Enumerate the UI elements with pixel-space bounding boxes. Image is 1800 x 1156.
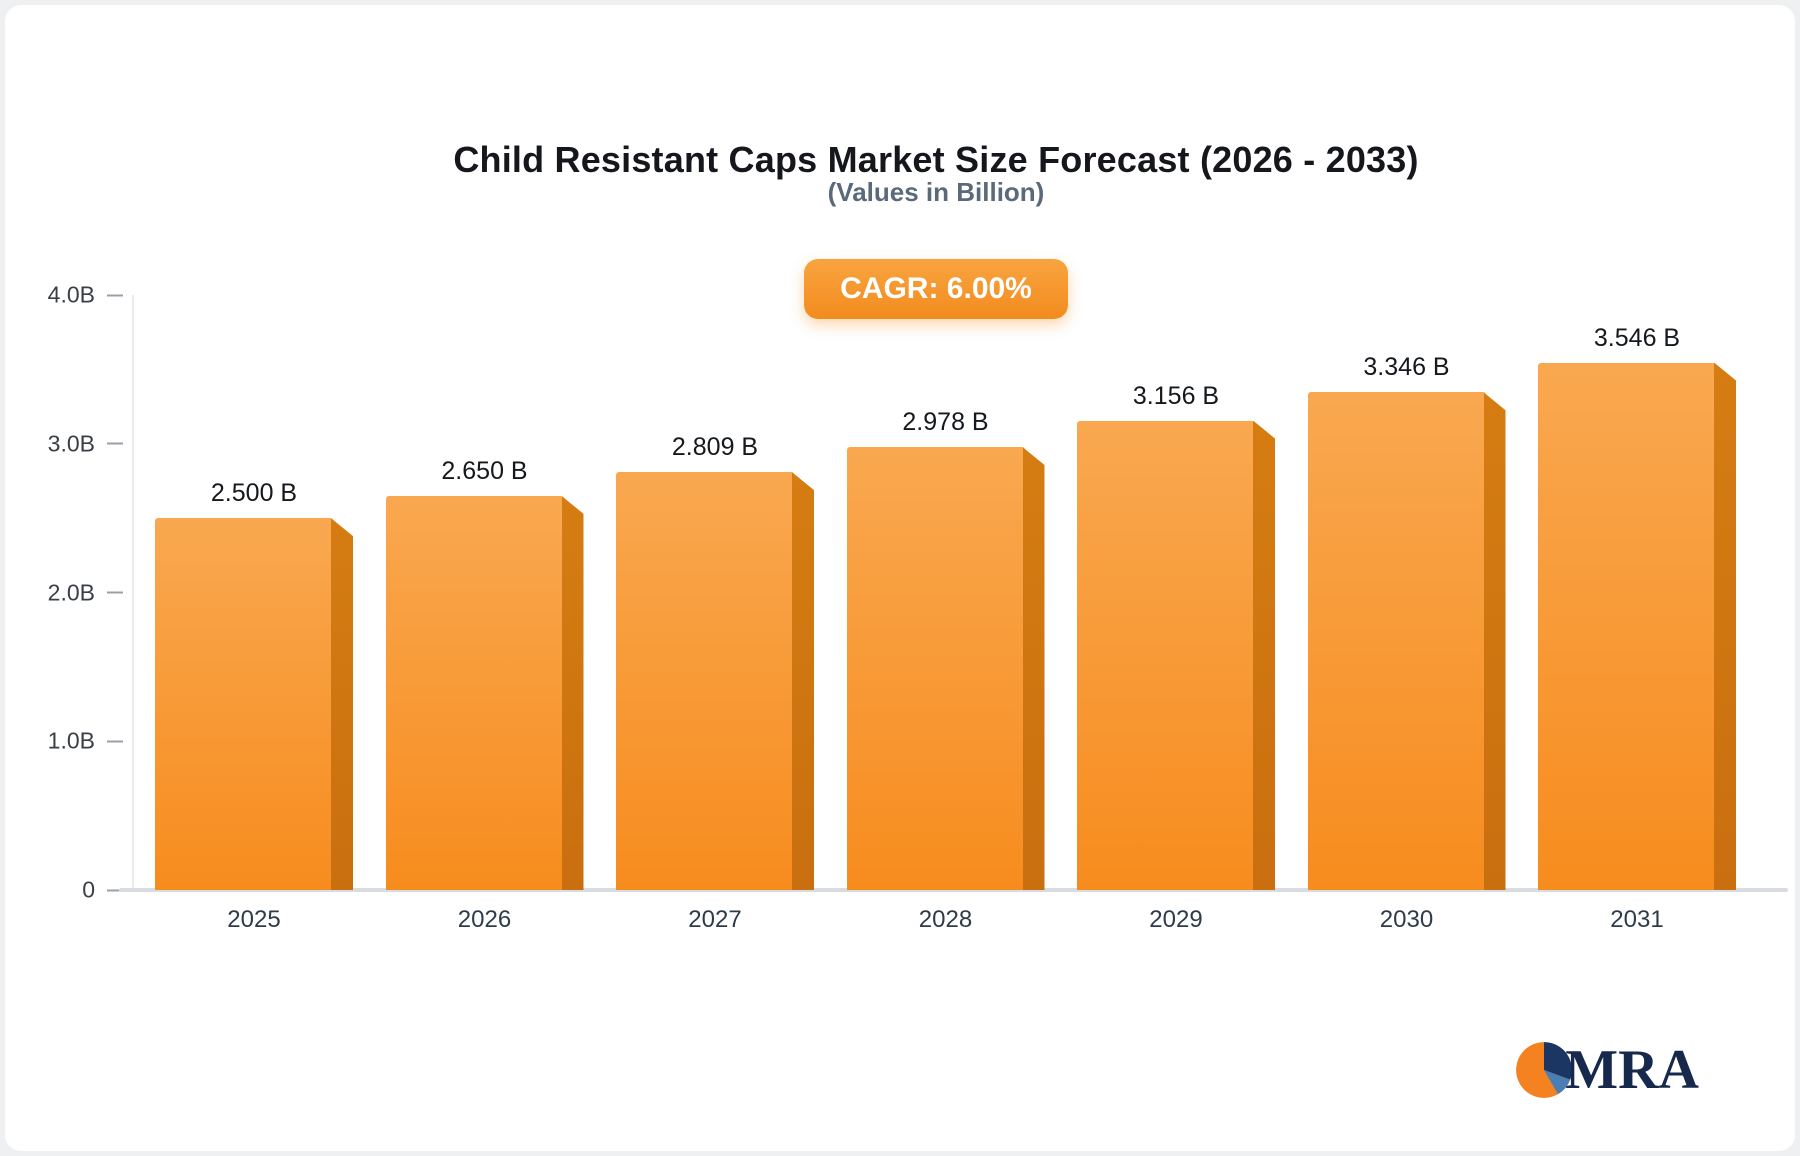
bar-group-2030: 3.346 B 2030	[1292, 295, 1522, 933]
bar-side-shadow	[792, 472, 814, 890]
y-tick: 4.0B	[48, 282, 123, 309]
bar-value-label: 3.156 B	[1132, 381, 1220, 410]
bar-2028	[846, 447, 1045, 890]
bar-group-2031: 3.546 B 2031	[1522, 295, 1752, 933]
bar-side-shadow	[1253, 420, 1275, 890]
y-tick-mark	[107, 442, 123, 445]
bar-side-shadow	[561, 495, 584, 890]
y-tick-mark	[107, 591, 123, 594]
bar-face	[616, 472, 794, 890]
bar-face	[1538, 362, 1716, 890]
y-axis: 0 1.0B 2.0B 3.0B 4.0B	[5, 282, 133, 903]
y-tick-mark	[107, 294, 123, 296]
y-tick: 2.0B	[48, 579, 123, 606]
x-tick-label: 2025	[227, 906, 281, 933]
bar-2030	[1307, 392, 1506, 890]
chart-title: Child Resistant Caps Market Size Forecas…	[453, 139, 1419, 181]
cagr-badge-row: CAGR: 6.00%	[77, 259, 1795, 319]
plot-area: 0 1.0B 2.0B 3.0B 4.0B 2.500 B 2025 2.650 B 2026…	[48, 282, 1788, 933]
y-tick-label: 3.0B	[47, 430, 95, 457]
y-tick: 3.0B	[48, 430, 123, 457]
bar-value-label: 3.546 B	[1593, 323, 1681, 352]
x-tick-label: 2028	[918, 906, 973, 933]
bar-value-label: 2.978 B	[902, 408, 989, 437]
bar-value-label: 2.500 B	[210, 479, 298, 508]
x-tick-label: 2029	[1149, 906, 1203, 933]
bar-face	[1307, 392, 1486, 890]
bar-group-2028: 2.978 B 2028	[831, 295, 1061, 933]
bar-face	[155, 518, 333, 890]
y-axis-line	[132, 295, 134, 890]
x-tick-label: 2027	[688, 906, 742, 933]
bar-face	[846, 447, 1025, 890]
bar-value-label: 3.346 B	[1363, 353, 1450, 382]
cagr-badge: CAGR: 6.00%	[804, 259, 1068, 319]
chart-card: Child Resistant Caps Market Size Forecas…	[5, 5, 1795, 1151]
bar-group-2026: 2.650 B 2026	[370, 295, 600, 933]
bar-2029	[1077, 420, 1275, 890]
mra-logo-text: MRA	[1565, 1039, 1699, 1101]
bar-side-shadow	[1714, 362, 1736, 890]
x-tick-label: 2031	[1610, 906, 1664, 933]
bar-face	[1077, 420, 1255, 890]
bar-side-shadow	[1022, 447, 1045, 890]
bar-group-2029: 3.156 B 2029	[1061, 295, 1291, 933]
bar-value-label: 2.650 B	[441, 456, 528, 485]
bar-2025	[155, 518, 353, 890]
y-tick-label: 1.0B	[47, 727, 95, 754]
chart-subtitle: (Values in Billion)	[827, 177, 1045, 207]
bar-2031	[1538, 362, 1736, 890]
bar-2027	[616, 472, 814, 890]
bar-group-2027: 2.809 B 2027	[600, 295, 830, 933]
y-tick-mark	[107, 740, 123, 743]
mra-logo: MRA	[1513, 1035, 1699, 1105]
y-tick-label: 2.0B	[47, 579, 95, 605]
y-tick-mark	[107, 889, 123, 891]
x-tick-label: 2026	[457, 906, 512, 933]
bar-face	[385, 495, 564, 890]
x-tick-label: 2030	[1379, 906, 1434, 933]
bars-container: 2.500 B 2025 2.650 B 2026 2.809 B 2027 2.978 B…	[133, 295, 1788, 933]
bar-side-shadow	[1483, 392, 1506, 890]
mra-logo-pie-icon	[1516, 1042, 1573, 1098]
x-axis-line	[119, 888, 1788, 892]
y-tick-label: 4.0B	[47, 281, 95, 308]
y-tick: 1.0B	[48, 728, 123, 755]
bar-group-2025: 2.500 B 2025	[139, 295, 369, 933]
y-tick: 0	[82, 877, 123, 904]
bar-2026	[385, 495, 584, 890]
bar-value-label: 2.809 B	[671, 433, 759, 462]
bar-side-shadow	[331, 518, 353, 890]
y-tick-label: 0	[82, 876, 95, 903]
